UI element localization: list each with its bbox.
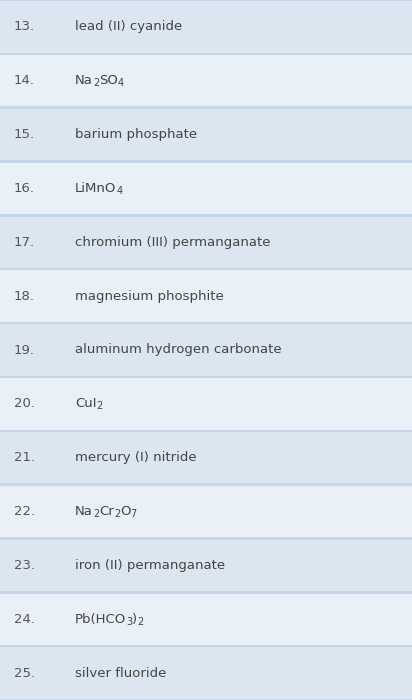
Text: iron (II) permanganate: iron (II) permanganate (75, 559, 225, 572)
Text: barium phosphate: barium phosphate (75, 128, 197, 141)
Text: 25.: 25. (14, 666, 35, 680)
Text: mercury (I) nitride: mercury (I) nitride (75, 452, 197, 464)
Text: 14.: 14. (14, 74, 35, 88)
Text: 19.: 19. (14, 344, 35, 356)
Text: Cr: Cr (99, 505, 114, 518)
Text: O: O (120, 505, 131, 518)
Text: 4: 4 (116, 186, 122, 196)
Text: 7: 7 (131, 509, 137, 519)
Text: chromium (III) permanganate: chromium (III) permanganate (75, 236, 271, 248)
Bar (0, 594, 412, 645)
Text: 22.: 22. (14, 505, 35, 518)
Bar (0, 648, 412, 699)
Bar (0, 486, 412, 537)
Bar (0, 55, 412, 106)
Text: aluminum hydrogen carbonate: aluminum hydrogen carbonate (75, 344, 282, 356)
Text: magnesium phosphite: magnesium phosphite (75, 290, 224, 302)
Text: 24.: 24. (14, 612, 35, 626)
Text: 3: 3 (126, 617, 132, 626)
Text: SO: SO (99, 74, 118, 88)
Text: 2: 2 (93, 78, 99, 88)
Text: ): ) (132, 612, 138, 626)
Bar (0, 540, 412, 591)
Bar (0, 163, 412, 214)
Bar (0, 109, 412, 160)
Text: LiMnO: LiMnO (75, 182, 116, 195)
Text: lead (II) cyanide: lead (II) cyanide (75, 20, 182, 34)
Text: 18.: 18. (14, 290, 35, 302)
Text: Na: Na (75, 505, 93, 518)
Text: 15.: 15. (14, 128, 35, 141)
Bar (0, 378, 412, 430)
Text: 2: 2 (96, 401, 103, 412)
Text: 16.: 16. (14, 182, 35, 195)
Text: 23.: 23. (14, 559, 35, 572)
Text: 21.: 21. (14, 452, 35, 464)
Text: CuI: CuI (75, 398, 96, 410)
Text: 2: 2 (93, 509, 99, 519)
Bar (0, 324, 412, 376)
Text: 20.: 20. (14, 398, 35, 410)
Text: 2: 2 (138, 617, 144, 626)
Text: Na: Na (75, 74, 93, 88)
Text: 17.: 17. (14, 236, 35, 248)
Text: 13.: 13. (14, 20, 35, 34)
Text: 2: 2 (114, 509, 120, 519)
Text: Pb(HCO: Pb(HCO (75, 612, 126, 626)
Bar (0, 216, 412, 268)
Bar (0, 270, 412, 322)
Bar (0, 1, 412, 52)
Text: 4: 4 (118, 78, 124, 88)
Bar (0, 432, 412, 484)
Text: silver fluoride: silver fluoride (75, 666, 166, 680)
